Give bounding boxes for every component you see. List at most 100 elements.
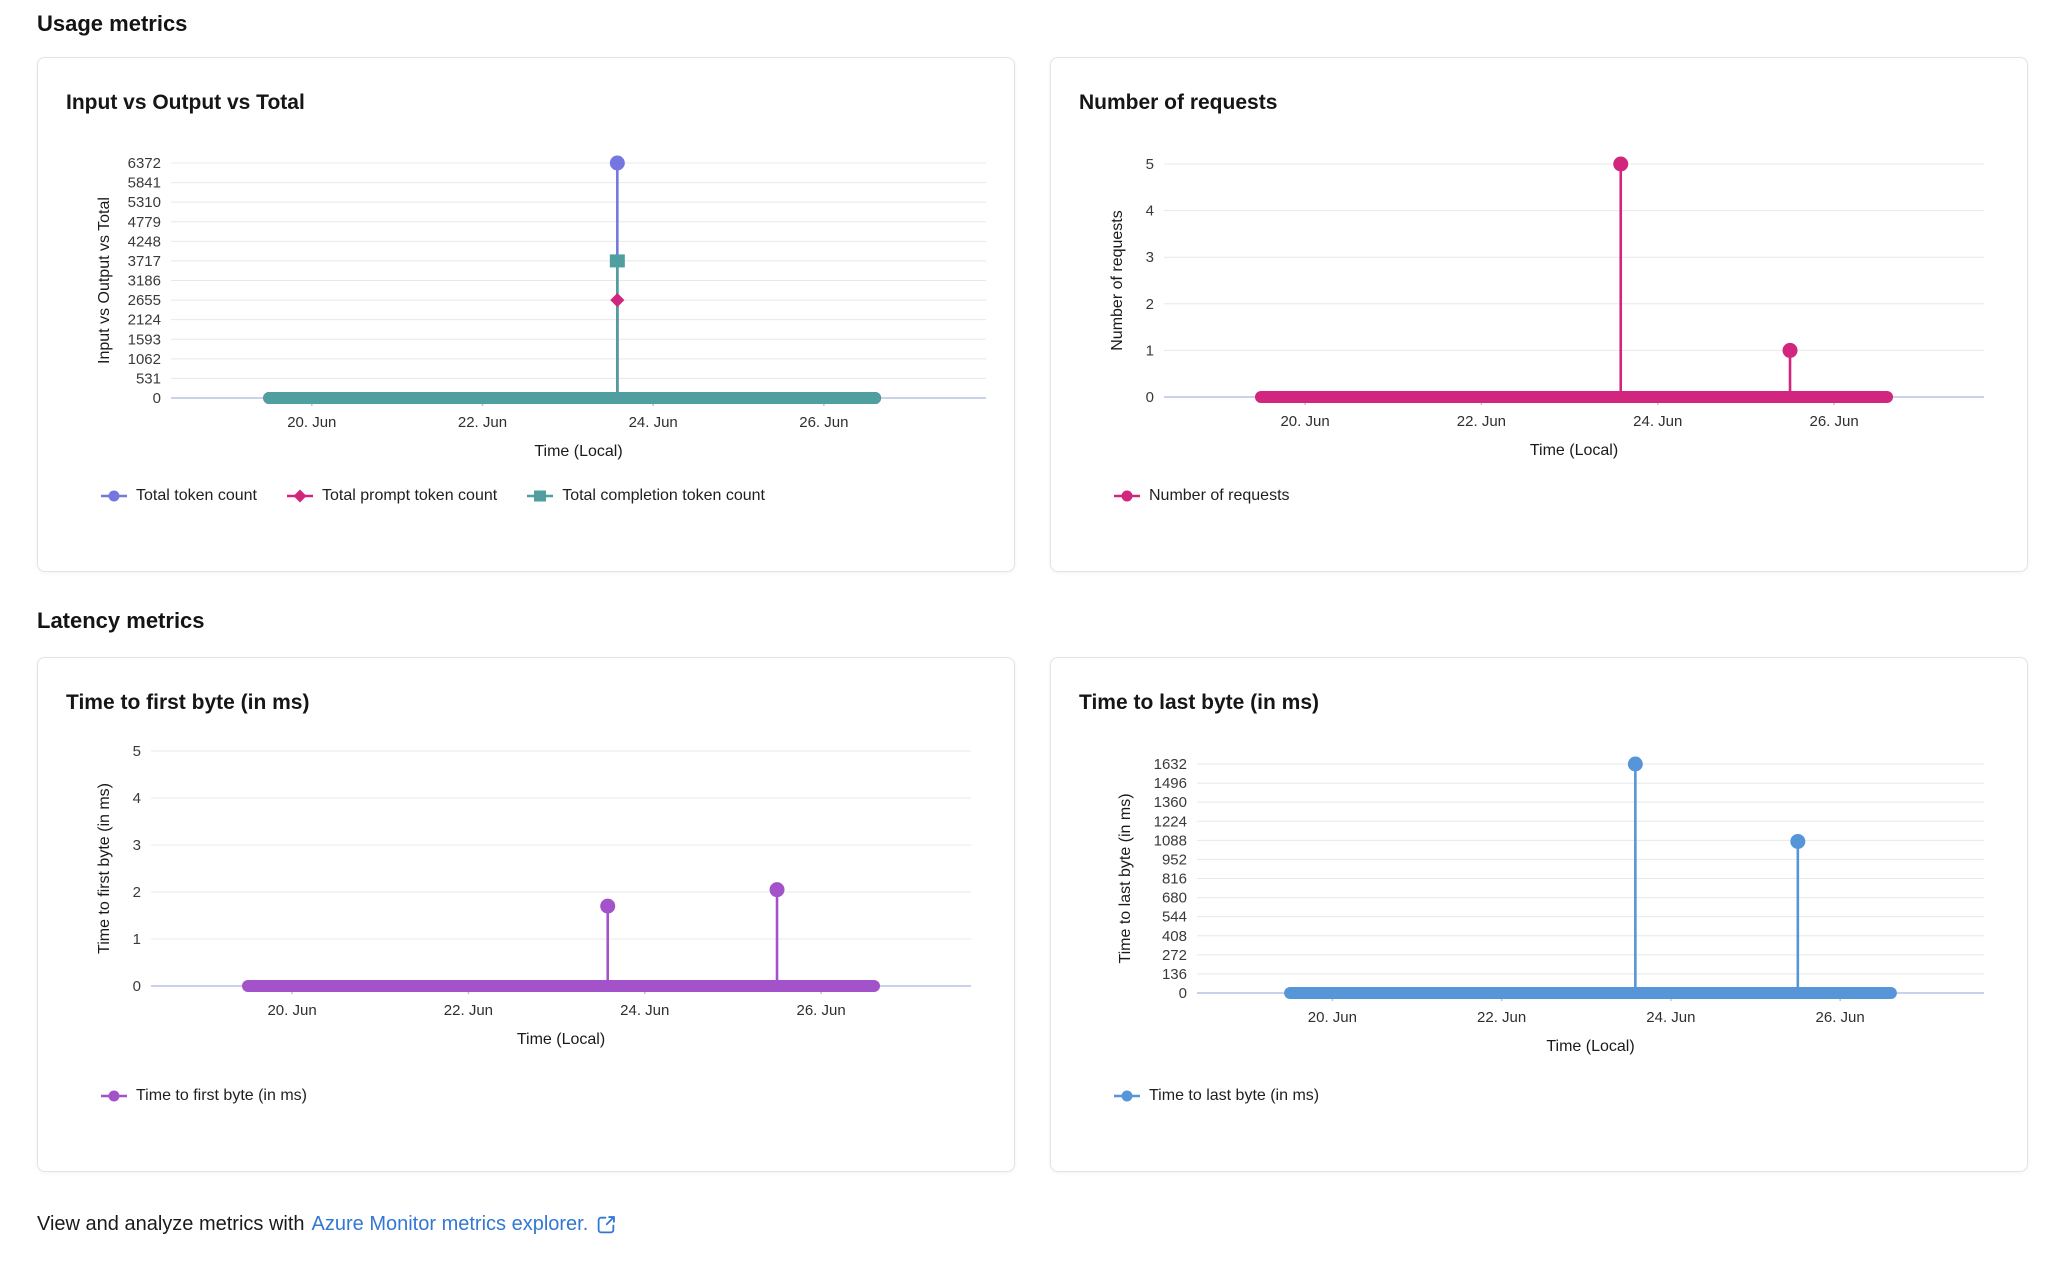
y-tick-label: 1593 bbox=[128, 331, 161, 348]
y-tick-label: 1 bbox=[1146, 342, 1154, 359]
y-tick-label: 5 bbox=[133, 743, 141, 760]
x-tick-label: 24. Jun bbox=[620, 1002, 669, 1019]
legend-circle-marker-icon bbox=[1114, 490, 1140, 502]
card-input-vs-output-vs-total: 0 531 1062 1593 2124 2655 3186 3717 4248 4779 5310… bbox=[37, 57, 1015, 572]
legend-item-time-to-last-byte-in-ms[interactable]: Time to last byte (in ms) bbox=[1114, 1087, 1319, 1105]
chart-title-time-to-first-byte: Time to first byte (in ms) bbox=[66, 691, 310, 714]
series-line-time-to-last-byte-in-ms bbox=[1284, 764, 1897, 999]
y-tick-label: 4 bbox=[133, 790, 141, 807]
x-tick-label: 26. Jun bbox=[1816, 1009, 1865, 1026]
legend-label: Number of requests bbox=[1149, 487, 1290, 504]
y-axis-title: Number of requests bbox=[1109, 210, 1126, 351]
y-tick-label: 408 bbox=[1162, 928, 1187, 945]
legend-item-total-token-count[interactable]: Total token count bbox=[101, 487, 257, 505]
legend-item-total-prompt-token-count[interactable]: Total prompt token count bbox=[286, 487, 498, 505]
x-tick-label: 26. Jun bbox=[796, 1002, 845, 1019]
y-tick-label: 0 bbox=[133, 978, 141, 995]
x-axis-tick-labels: 20. Jun 22. Jun 24. Jun 26. Jun bbox=[267, 987, 846, 1019]
x-tick-label: 20. Jun bbox=[1308, 1009, 1357, 1026]
y-tick-label: 4779 bbox=[128, 214, 161, 231]
y-tick-label: 4248 bbox=[128, 233, 161, 250]
chart-number-of-requests[interactable]: 0 1 2 3 4 5 20. Jun 22. Jun 24. Jun 26. Jun Time (… bbox=[1051, 58, 2027, 571]
series-line-time-to-first-byte-in-ms bbox=[241, 889, 881, 992]
card-time-to-last-byte: 0 136 272 408 544 680 816 952 1088 1224 1360 1496 16… bbox=[1050, 657, 2028, 1172]
gridlines bbox=[151, 750, 971, 987]
legend-item-total-completion-token-count[interactable]: Total completion token count bbox=[527, 487, 765, 505]
y-tick-label: 3186 bbox=[128, 273, 161, 290]
chart-time-to-first-byte[interactable]: 0 1 2 3 4 5 20. Jun 22. Jun 24. Jun 26. Jun Time (… bbox=[38, 658, 1014, 1171]
chart-title-time-to-last-byte: Time to last byte (in ms) bbox=[1079, 691, 1319, 714]
x-axis-title: Time (Local) bbox=[1546, 1038, 1634, 1055]
x-tick-label: 26. Jun bbox=[799, 414, 848, 431]
y-tick-label: 2655 bbox=[128, 292, 161, 309]
chart-legend: Total token count Total prompt token coun… bbox=[101, 487, 765, 505]
y-tick-label: 4 bbox=[1146, 203, 1154, 220]
external-link-icon bbox=[598, 1216, 616, 1234]
x-axis-tick-labels: 20. Jun 22. Jun 24. Jun 26. Jun bbox=[1280, 398, 1859, 430]
gridlines bbox=[1197, 763, 1984, 994]
y-tick-label: 1632 bbox=[1154, 756, 1187, 773]
chart-legend: Time to first byte (in ms) bbox=[101, 1087, 307, 1105]
series-markers-total-prompt-token-count bbox=[610, 293, 625, 308]
y-tick-label: 0 bbox=[1146, 389, 1154, 406]
x-tick-label: 24. Jun bbox=[629, 414, 678, 431]
y-axis-title: Time to first byte (in ms) bbox=[96, 783, 113, 954]
legend-item-time-to-first-byte-in-ms[interactable]: Time to first byte (in ms) bbox=[101, 1087, 307, 1105]
gridlines bbox=[171, 162, 986, 399]
chart-title-input-vs-output-vs-total: Input vs Output vs Total bbox=[66, 91, 305, 114]
y-tick-label: 531 bbox=[136, 370, 161, 387]
x-tick-label: 22. Jun bbox=[1477, 1009, 1526, 1026]
y-tick-label: 2124 bbox=[128, 312, 161, 329]
y-tick-label: 1088 bbox=[1154, 832, 1187, 849]
footer-text: View and analyze metrics with bbox=[37, 1213, 305, 1235]
y-tick-label: 1062 bbox=[128, 351, 161, 368]
series-markers-number-of-requests bbox=[1613, 156, 1798, 358]
y-tick-label: 952 bbox=[1162, 851, 1187, 868]
card-time-to-first-byte: 0 1 2 3 4 5 20. Jun 22. Jun 24. Jun 26. Jun Time (… bbox=[37, 657, 1015, 1172]
x-tick-label: 22. Jun bbox=[1457, 413, 1506, 430]
y-tick-label: 1224 bbox=[1154, 813, 1187, 830]
legend-square-marker-icon bbox=[527, 490, 554, 502]
y-tick-label: 1 bbox=[133, 931, 141, 948]
legend-label: Total prompt token count bbox=[321, 487, 498, 504]
y-tick-label: 680 bbox=[1162, 890, 1187, 907]
y-tick-label: 5841 bbox=[128, 175, 161, 192]
y-tick-label: 2 bbox=[133, 884, 141, 901]
series-markers-total-completion-token-count bbox=[609, 254, 625, 268]
chart-time-to-last-byte[interactable]: 0 136 272 408 544 680 816 952 1088 1224 1360 1496 16… bbox=[1051, 658, 2027, 1171]
legend-diamond-marker-icon bbox=[286, 489, 313, 503]
series-markers-time-to-first-byte-in-ms bbox=[600, 882, 785, 914]
series-markers-total-token-count bbox=[609, 155, 625, 171]
y-tick-label: 3 bbox=[1146, 249, 1154, 266]
y-tick-label: 136 bbox=[1162, 966, 1187, 983]
chart-title-number-of-requests: Number of requests bbox=[1079, 91, 1278, 114]
y-tick-label: 816 bbox=[1162, 871, 1187, 888]
legend-label: Time to first byte (in ms) bbox=[136, 1087, 307, 1104]
y-tick-label: 5310 bbox=[128, 194, 161, 211]
series-line-number-of-requests bbox=[1254, 164, 1894, 403]
x-axis-title: Time (Local) bbox=[534, 443, 622, 460]
x-tick-label: 26. Jun bbox=[1809, 413, 1858, 430]
y-tick-label: 6372 bbox=[128, 155, 161, 172]
footer-link-label: Azure Monitor metrics explorer. bbox=[311, 1213, 589, 1235]
y-tick-label: 0 bbox=[153, 390, 161, 407]
section-title-usage-metrics: Usage metrics bbox=[37, 11, 188, 36]
gridlines bbox=[1164, 163, 1984, 398]
azure-monitor-metrics-explorer-link[interactable]: Azure Monitor metrics explorer. bbox=[312, 1213, 618, 1236]
y-tick-label: 1360 bbox=[1154, 794, 1187, 811]
series-markers-time-to-last-byte-in-ms bbox=[1627, 756, 1806, 849]
y-tick-label: 5 bbox=[1146, 156, 1154, 173]
legend-item-number-of-requests[interactable]: Number of requests bbox=[1114, 487, 1290, 505]
x-tick-label: 24. Jun bbox=[1633, 413, 1682, 430]
y-axis-tick-labels: 0 531 1062 1593 2124 2655 3186 3717 4248 4779 5310… bbox=[128, 155, 161, 407]
card-number-of-requests: 0 1 2 3 4 5 20. Jun 22. Jun 24. Jun 26. Jun Time (… bbox=[1050, 57, 2028, 572]
legend-label: Total completion token count bbox=[562, 487, 765, 504]
x-tick-label: 22. Jun bbox=[458, 414, 507, 431]
chart-input-vs-output-vs-total[interactable]: 0 531 1062 1593 2124 2655 3186 3717 4248 4779 5310… bbox=[38, 58, 1014, 571]
legend-circle-marker-icon bbox=[1114, 1090, 1140, 1102]
y-tick-label: 3717 bbox=[128, 253, 161, 270]
y-axis-title: Time to last byte (in ms) bbox=[1117, 793, 1134, 963]
x-tick-label: 20. Jun bbox=[1280, 413, 1329, 430]
x-tick-label: 20. Jun bbox=[287, 414, 336, 431]
x-axis-title: Time (Local) bbox=[517, 1031, 605, 1048]
